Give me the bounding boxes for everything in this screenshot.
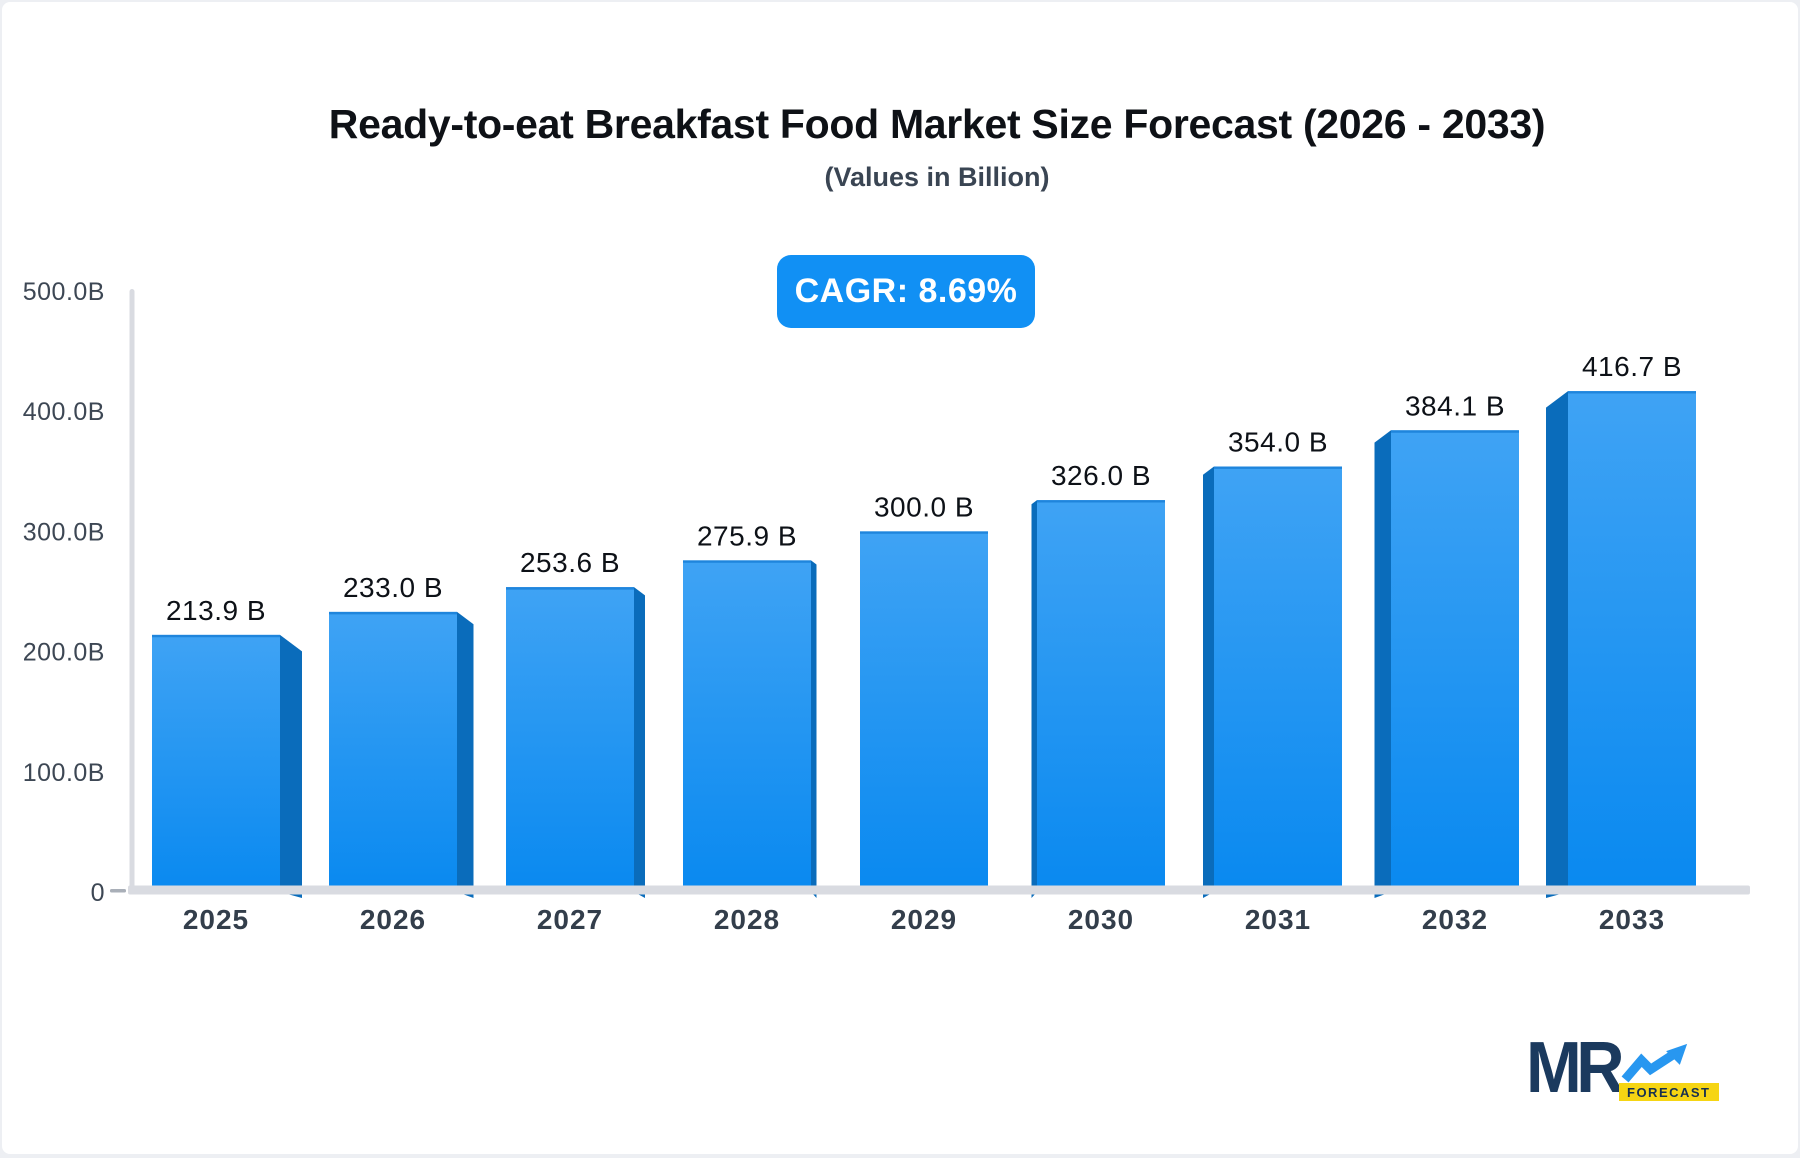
bar-face <box>1568 391 1696 892</box>
y-tick-label-0: 0 <box>91 879 105 907</box>
y-tick-label-200: 200.0B <box>23 639 105 667</box>
logo-text: MR <box>1526 1039 1619 1097</box>
bar-group-2026: 233.0 B <box>329 572 474 898</box>
bar-side-face <box>1375 430 1392 898</box>
bar-group-2030: 326.0 B <box>1032 460 1166 898</box>
bar-value-label: 213.9 B <box>166 595 266 626</box>
bar-side-face <box>811 560 817 898</box>
x-axis-label-2032: 2032 <box>1422 904 1488 935</box>
x-axis-label-2031: 2031 <box>1245 904 1311 935</box>
bar-value-label: 233.0 B <box>343 572 443 603</box>
bar-face <box>329 612 457 892</box>
trend-arrow-icon <box>1618 1042 1696 1084</box>
bar-face <box>1037 500 1165 892</box>
y-tick-label-500: 500.0B <box>23 278 105 306</box>
logo-forecast-badge: FORECAST <box>1619 1083 1719 1101</box>
bar-face <box>860 531 988 892</box>
bar-face <box>683 560 811 892</box>
bar-group-2027: 253.6 B <box>506 547 645 898</box>
zero-tick-mark <box>110 889 126 893</box>
y-tick-label-300: 300.0B <box>23 518 105 546</box>
bar-group-2025: 213.9 B <box>152 595 302 898</box>
bar-side-face <box>280 635 302 898</box>
y-tick-label-400: 400.0B <box>23 398 105 426</box>
bar-side-face <box>1546 391 1568 898</box>
x-axis-label-2033: 2033 <box>1599 904 1665 935</box>
bar-value-label: 275.9 B <box>697 520 797 551</box>
y-tick-label-100: 100.0B <box>23 759 105 787</box>
mr-forecast-logo: MR FORECAST <box>1526 1038 1706 1102</box>
bar-group-2029: 300.0 B <box>860 491 988 892</box>
x-axis-label-2025: 2025 <box>183 904 249 935</box>
bar-side-face <box>457 612 474 898</box>
x-axis-label-2027: 2027 <box>537 904 603 935</box>
bar-value-label: 354.0 B <box>1228 426 1328 457</box>
bar-value-label: 326.0 B <box>1051 460 1151 491</box>
bar-face <box>1214 466 1342 892</box>
x-axis-label-2030: 2030 <box>1068 904 1134 935</box>
x-axis-label-2028: 2028 <box>714 904 780 935</box>
bar-group-2032: 384.1 B <box>1375 390 1520 898</box>
x-axis-line <box>128 886 1750 895</box>
bar-value-label: 300.0 B <box>874 491 974 522</box>
bar-value-label: 384.1 B <box>1405 390 1505 421</box>
bar-group-2033: 416.7 B <box>1546 351 1696 898</box>
bar-value-label: 416.7 B <box>1582 351 1682 382</box>
bar-side-face <box>1203 466 1214 898</box>
bar-group-2028: 275.9 B <box>683 520 817 898</box>
bar-side-face <box>634 587 645 898</box>
x-axis-label-2026: 2026 <box>360 904 426 935</box>
bar-face <box>506 587 634 892</box>
bar-group-2031: 354.0 B <box>1203 426 1342 898</box>
bar-face <box>152 635 280 892</box>
bar-face <box>1391 430 1519 892</box>
x-axis-label-2029: 2029 <box>891 904 957 935</box>
y-axis-line <box>130 289 135 892</box>
bar-side-face <box>1032 500 1038 898</box>
bar-value-label: 253.6 B <box>520 547 620 578</box>
